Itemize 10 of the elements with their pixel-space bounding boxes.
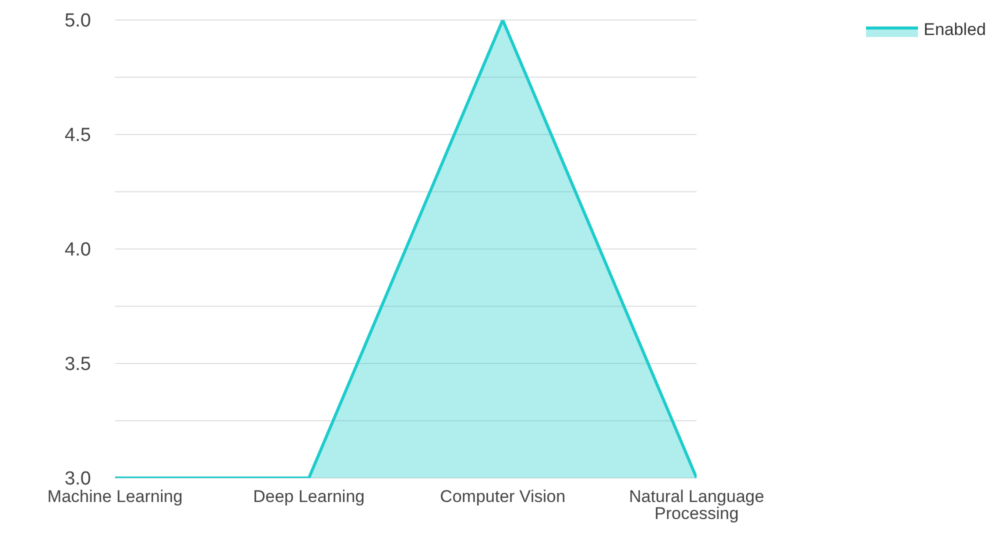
- y-tick-label: 5.0: [64, 10, 91, 32]
- legend-label: Enabled: [924, 20, 986, 40]
- x-tick-label: Deep Learning: [253, 487, 365, 506]
- x-tick-label: Computer Vision: [440, 487, 566, 506]
- y-tick-label: 4.0: [64, 240, 91, 261]
- x-tick-label: Natural Language Processing: [629, 487, 764, 524]
- y-tick-label: 3.0: [64, 468, 91, 490]
- y-tick-label: 4.5: [64, 125, 91, 146]
- y-tick-label: 3.5: [64, 354, 91, 376]
- x-tick-label: Machine Learning: [47, 487, 183, 506]
